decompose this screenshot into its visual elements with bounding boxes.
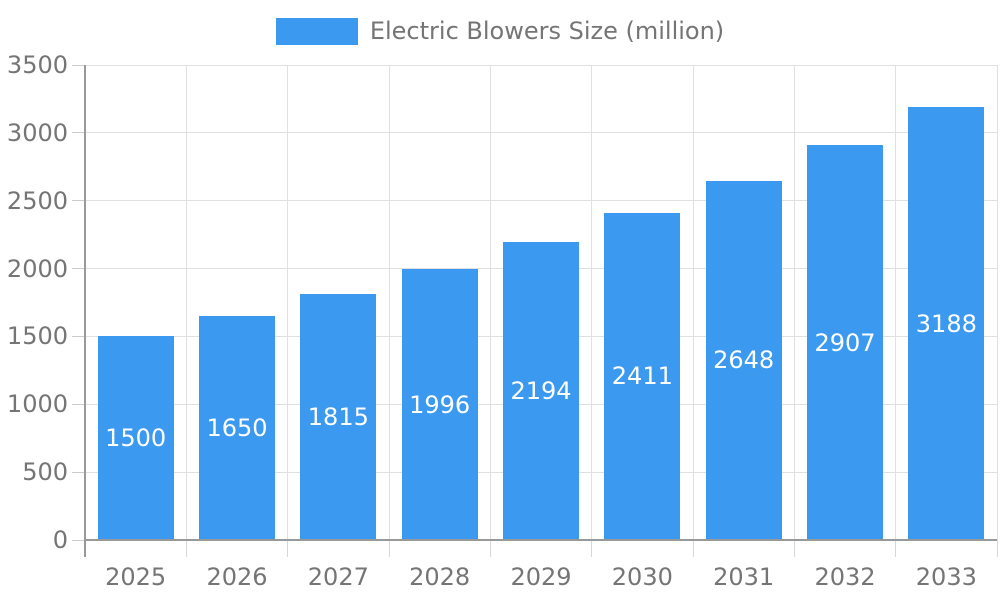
y-axis-tick <box>72 268 85 270</box>
y-axis-tick <box>72 335 85 337</box>
legend-swatch <box>275 17 358 45</box>
y-axis-label: 500 <box>22 458 68 487</box>
bar <box>908 107 985 540</box>
gridline-vertical <box>793 65 795 540</box>
bar <box>807 145 883 540</box>
x-axis-tick <box>996 540 998 557</box>
y-axis-tick <box>72 403 85 405</box>
x-axis-tick <box>185 540 187 557</box>
bar-value-label: 2194 <box>510 377 572 406</box>
gridline-vertical <box>388 65 390 540</box>
bar <box>705 180 782 540</box>
y-axis-tick <box>72 132 85 134</box>
bar-value-label: 3188 <box>915 309 977 338</box>
x-axis-tick <box>388 540 390 557</box>
gridline-horizontal <box>85 64 997 66</box>
x-axis-tick <box>287 540 289 557</box>
y-axis-label: 1000 <box>6 390 68 419</box>
bar-value-label: 2411 <box>611 362 673 391</box>
bar-value-label: 2648 <box>713 346 775 375</box>
gridline-vertical <box>591 65 593 540</box>
bar <box>199 316 275 540</box>
x-axis-label: 2026 <box>206 563 268 591</box>
y-axis-label: 1500 <box>6 322 68 351</box>
x-axis-line <box>85 539 997 541</box>
x-axis-tick <box>591 540 593 557</box>
bar-value-label: 1815 <box>307 402 369 431</box>
y-axis-tick <box>72 539 85 541</box>
bar <box>97 336 174 540</box>
x-axis-tick <box>895 540 897 557</box>
x-axis-tick <box>793 540 795 557</box>
y-axis-label: 2500 <box>6 186 68 215</box>
gridline-vertical <box>895 65 897 540</box>
gridline-vertical <box>185 65 187 540</box>
bar <box>503 242 579 540</box>
y-axis-label: 2000 <box>6 254 68 283</box>
x-axis-tick <box>489 540 491 557</box>
x-axis-label: 2027 <box>307 563 369 591</box>
y-axis-label: 3000 <box>6 118 68 147</box>
gridline-horizontal <box>85 200 997 202</box>
bar-value-label: 1500 <box>105 424 167 453</box>
gridline-vertical <box>287 65 289 540</box>
y-axis-tick <box>72 200 85 202</box>
gridline-vertical <box>489 65 491 540</box>
gridline-vertical <box>692 65 694 540</box>
bar <box>300 293 377 540</box>
bar <box>604 212 681 540</box>
y-axis-tick <box>72 471 85 473</box>
y-axis-line <box>84 65 86 557</box>
y-axis-label: 0 <box>52 526 68 554</box>
x-axis-label: 2031 <box>713 563 775 591</box>
bar-value-label: 2907 <box>814 328 876 357</box>
y-axis-label: 3500 <box>6 51 68 79</box>
x-axis-label: 2028 <box>409 563 471 591</box>
bar <box>401 269 478 540</box>
x-axis-tick <box>692 540 694 557</box>
bar-value-label: 1650 <box>206 414 268 443</box>
gridline-horizontal <box>85 132 997 134</box>
y-axis-tick <box>72 64 85 66</box>
x-axis-label: 2025 <box>105 563 167 591</box>
x-axis-label: 2032 <box>814 563 876 591</box>
legend-label: Electric Blowers Size (million) <box>369 17 725 45</box>
x-axis-label: 2029 <box>510 563 572 591</box>
chart-legend: Electric Blowers Size (million) <box>0 16 1000 46</box>
x-axis-label: 2030 <box>611 563 673 591</box>
x-axis-label: 2033 <box>915 563 977 591</box>
gridline-vertical <box>996 65 998 540</box>
bar-value-label: 1996 <box>409 390 471 419</box>
